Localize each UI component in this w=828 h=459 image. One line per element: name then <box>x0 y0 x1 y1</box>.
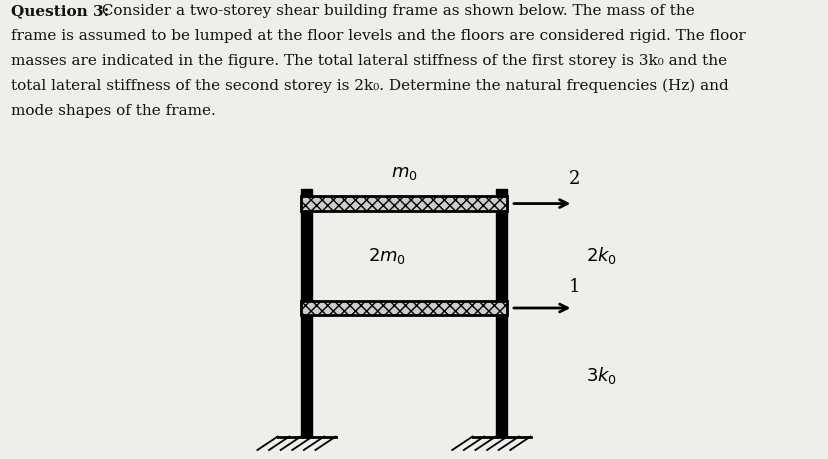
Text: masses are indicated in the figure. The total lateral stiffness of the first sto: masses are indicated in the figure. The … <box>11 54 726 68</box>
Bar <box>495 189 506 437</box>
Bar <box>301 301 506 315</box>
Bar <box>301 196 506 211</box>
Text: $m_0$: $m_0$ <box>390 164 417 182</box>
Text: $3k_0$: $3k_0$ <box>585 365 616 386</box>
Text: Question 3:: Question 3: <box>11 4 109 18</box>
Bar <box>301 301 506 315</box>
Text: $2k_0$: $2k_0$ <box>585 245 616 266</box>
Text: Consider a two-storey shear building frame as shown below. The mass of the: Consider a two-storey shear building fra… <box>92 4 694 18</box>
Text: mode shapes of the frame.: mode shapes of the frame. <box>11 104 215 118</box>
Bar <box>301 196 506 211</box>
Bar <box>301 189 311 437</box>
Text: total lateral stiffness of the second storey is 2k₀. Determine the natural frequ: total lateral stiffness of the second st… <box>11 79 728 93</box>
Text: frame is assumed to be lumped at the floor levels and the floors are considered : frame is assumed to be lumped at the flo… <box>11 29 744 43</box>
Text: $2m_0$: $2m_0$ <box>368 246 407 266</box>
Text: 1: 1 <box>568 278 580 296</box>
Text: 2: 2 <box>568 170 580 188</box>
